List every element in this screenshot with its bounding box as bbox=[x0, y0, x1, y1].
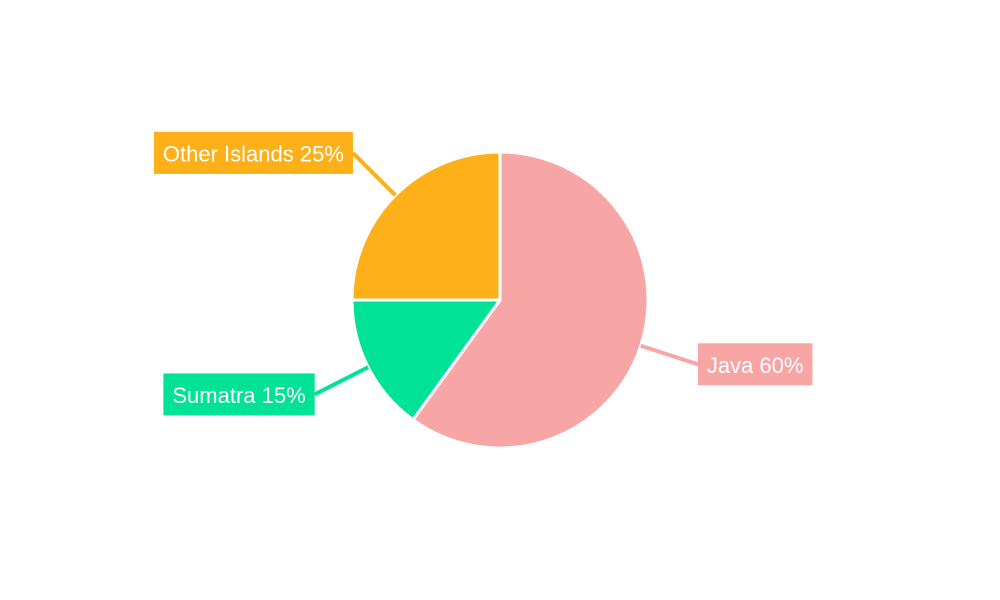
data-label-sumatra: Sumatra 15% bbox=[163, 373, 315, 416]
data-label-other-islands: Other Islands 25% bbox=[153, 131, 353, 174]
slices-layer bbox=[350, 150, 650, 450]
data-label-text-other-islands: Other Islands 25% bbox=[163, 141, 344, 166]
leader-line-sumatra bbox=[313, 365, 370, 397]
data-label-text-java: Java 60% bbox=[707, 353, 804, 378]
leader-line-other-islands bbox=[351, 151, 397, 197]
labels-layer: Java 60% Sumatra 15% Other Islands 25% bbox=[153, 131, 813, 416]
data-label-box-sumatra bbox=[163, 373, 315, 416]
pie-slice-other-islands[interactable] bbox=[350, 150, 502, 302]
leader-line-java bbox=[640, 343, 699, 367]
data-label-text-sumatra: Sumatra 15% bbox=[172, 383, 305, 408]
leader-lines-layer bbox=[313, 151, 699, 397]
pie-slice-java[interactable] bbox=[411, 150, 650, 450]
data-label-box-other-islands bbox=[153, 131, 353, 174]
data-label-box-java bbox=[697, 343, 813, 386]
data-label-java: Java 60% bbox=[697, 343, 813, 386]
